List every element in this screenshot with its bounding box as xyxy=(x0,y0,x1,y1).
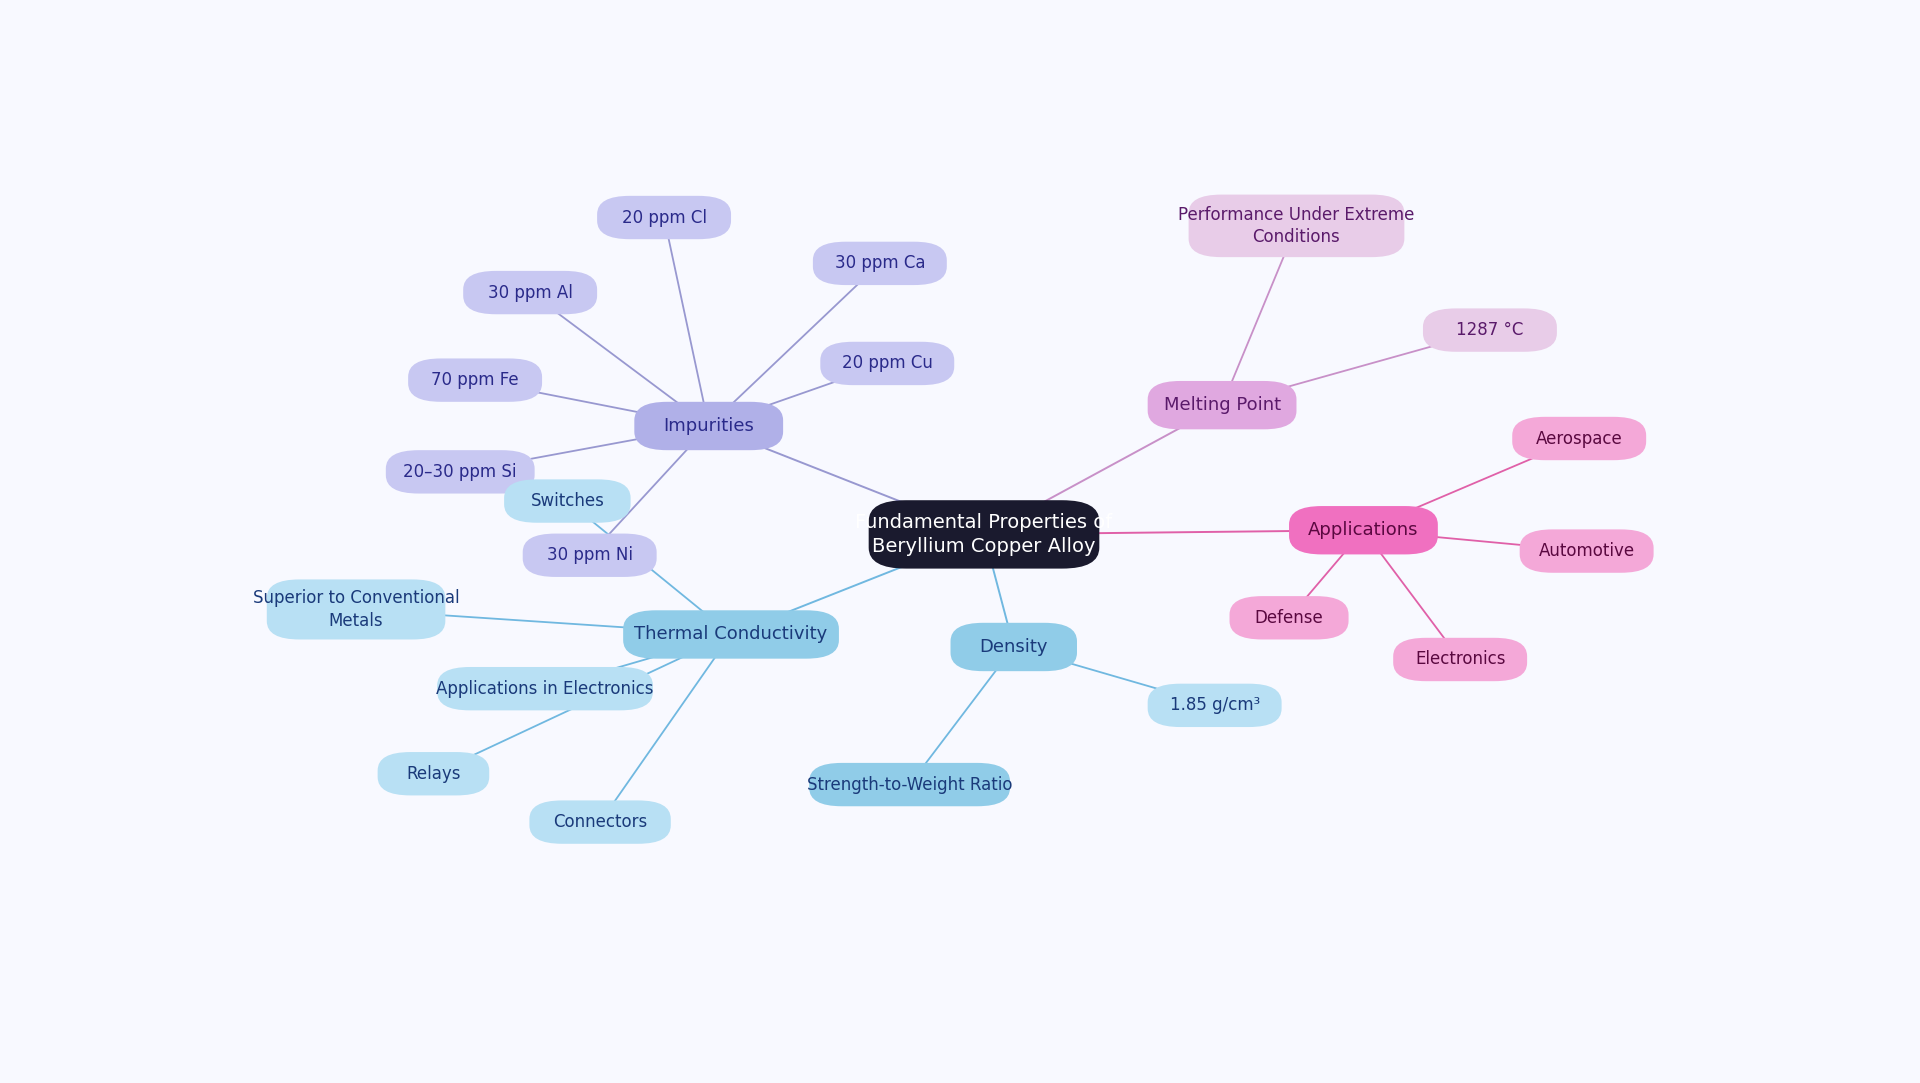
Text: 30 ppm Ni: 30 ppm Ni xyxy=(547,546,634,564)
FancyBboxPatch shape xyxy=(868,500,1100,569)
FancyBboxPatch shape xyxy=(1394,638,1526,681)
FancyBboxPatch shape xyxy=(386,451,534,494)
FancyBboxPatch shape xyxy=(378,752,490,795)
FancyBboxPatch shape xyxy=(597,196,732,239)
FancyBboxPatch shape xyxy=(267,579,445,639)
FancyBboxPatch shape xyxy=(634,402,783,451)
FancyBboxPatch shape xyxy=(1423,309,1557,352)
FancyBboxPatch shape xyxy=(530,800,670,844)
FancyBboxPatch shape xyxy=(1148,683,1283,727)
FancyBboxPatch shape xyxy=(1521,530,1653,573)
Text: Melting Point: Melting Point xyxy=(1164,396,1281,414)
FancyBboxPatch shape xyxy=(463,271,597,314)
FancyBboxPatch shape xyxy=(438,667,653,710)
Text: Fundamental Properties of
Beryllium Copper Alloy: Fundamental Properties of Beryllium Copp… xyxy=(856,513,1112,556)
FancyBboxPatch shape xyxy=(1148,381,1296,429)
Text: 20 ppm Cl: 20 ppm Cl xyxy=(622,209,707,226)
Text: Electronics: Electronics xyxy=(1415,651,1505,668)
Text: Defense: Defense xyxy=(1254,609,1323,627)
Text: 20 ppm Cu: 20 ppm Cu xyxy=(841,354,933,373)
Text: Switches: Switches xyxy=(530,492,605,510)
Text: 1.85 g/cm³: 1.85 g/cm³ xyxy=(1169,696,1260,715)
FancyBboxPatch shape xyxy=(505,480,630,523)
Text: 30 ppm Ca: 30 ppm Ca xyxy=(835,255,925,273)
Text: 1287 °C: 1287 °C xyxy=(1455,321,1524,339)
Text: Impurities: Impurities xyxy=(662,417,755,435)
FancyBboxPatch shape xyxy=(820,342,954,386)
FancyBboxPatch shape xyxy=(1188,195,1404,257)
FancyBboxPatch shape xyxy=(1288,506,1438,554)
FancyBboxPatch shape xyxy=(1229,596,1348,639)
Text: Aerospace: Aerospace xyxy=(1536,430,1622,447)
Text: Relays: Relays xyxy=(407,765,461,783)
Text: Applications: Applications xyxy=(1308,521,1419,539)
Text: Thermal Conductivity: Thermal Conductivity xyxy=(634,626,828,643)
FancyBboxPatch shape xyxy=(522,534,657,577)
FancyBboxPatch shape xyxy=(1513,417,1645,460)
Text: Performance Under Extreme
Conditions: Performance Under Extreme Conditions xyxy=(1179,206,1415,246)
Text: 20–30 ppm Si: 20–30 ppm Si xyxy=(403,462,516,481)
FancyBboxPatch shape xyxy=(624,611,839,658)
Text: 30 ppm Al: 30 ppm Al xyxy=(488,284,572,301)
Text: 70 ppm Fe: 70 ppm Fe xyxy=(432,371,518,389)
Text: Strength-to-Weight Ratio: Strength-to-Weight Ratio xyxy=(806,775,1012,794)
FancyBboxPatch shape xyxy=(409,358,541,402)
Text: Automotive: Automotive xyxy=(1538,543,1634,560)
Text: Applications in Electronics: Applications in Electronics xyxy=(436,680,655,697)
FancyBboxPatch shape xyxy=(812,242,947,285)
FancyBboxPatch shape xyxy=(950,623,1077,671)
Text: Density: Density xyxy=(979,638,1048,656)
Text: Connectors: Connectors xyxy=(553,813,647,831)
FancyBboxPatch shape xyxy=(808,762,1010,806)
Text: Superior to Conventional
Metals: Superior to Conventional Metals xyxy=(253,589,459,629)
